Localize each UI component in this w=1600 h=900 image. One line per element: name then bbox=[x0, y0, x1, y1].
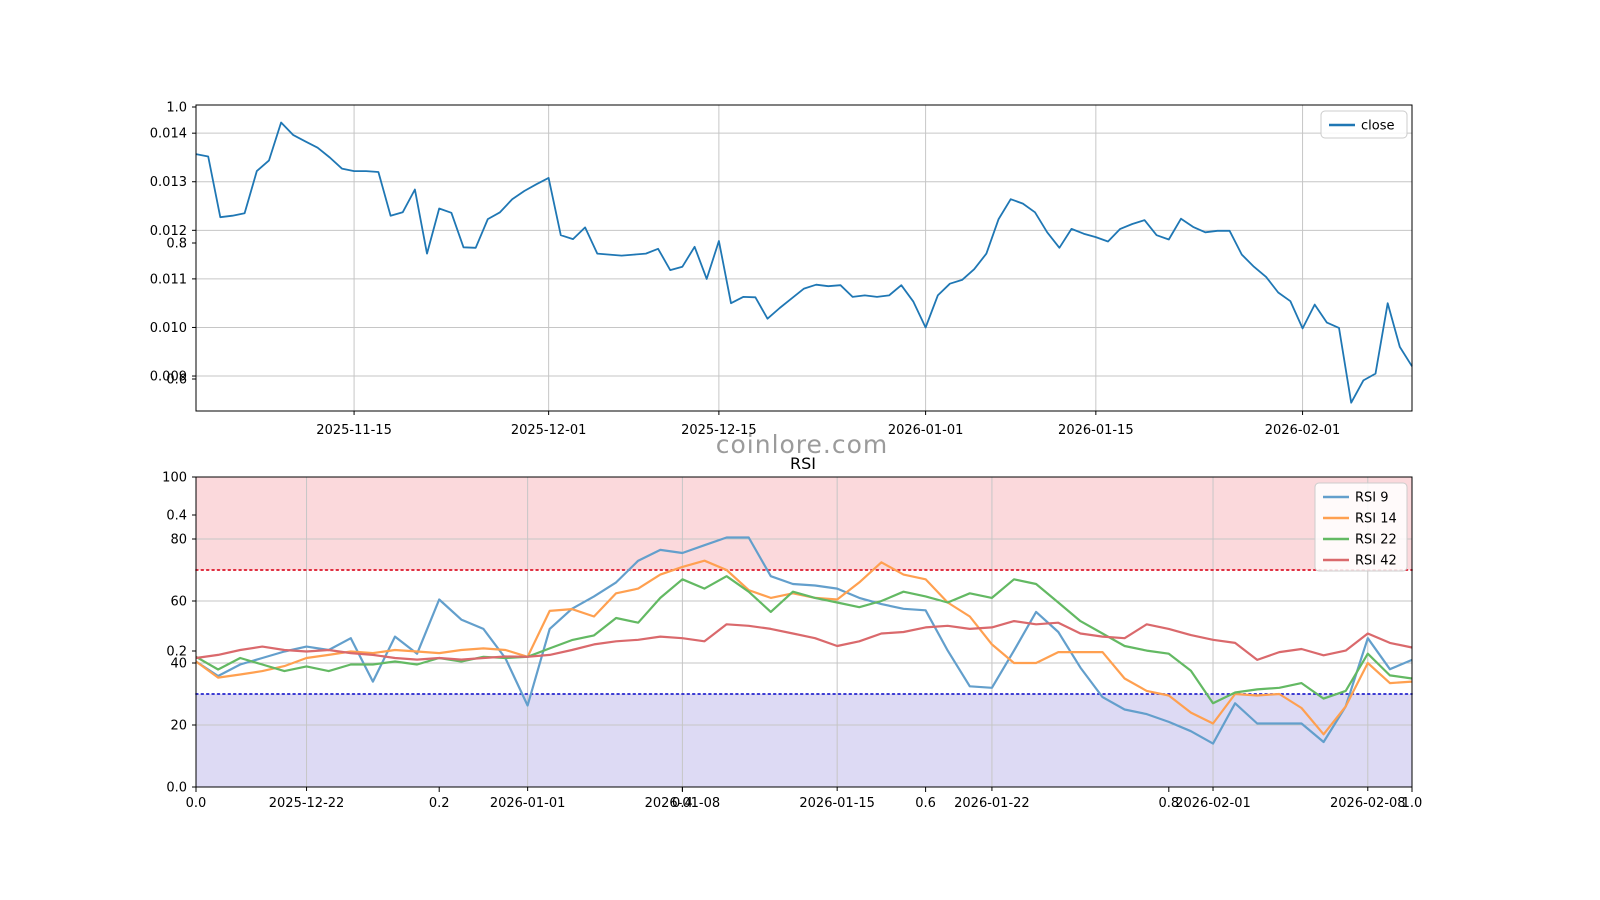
y-tick-label: 0.013 bbox=[150, 175, 187, 190]
x-tick-label: 2025-12-01 bbox=[511, 423, 587, 438]
figure-y-tick-label: 0.6 bbox=[166, 373, 187, 388]
x-tick-label: 2026-01-01 bbox=[490, 796, 566, 811]
y-tick-label: 0.012 bbox=[150, 224, 187, 239]
x-tick-label: 2025-12-22 bbox=[269, 796, 345, 811]
y-tick-label: 100 bbox=[162, 471, 187, 486]
legend-box bbox=[1320, 110, 1408, 139]
axes-spines bbox=[195, 104, 1413, 412]
figure-x-tick-label: 1.0 bbox=[1402, 796, 1423, 811]
figure-y-tick-label: 0.0 bbox=[166, 781, 187, 796]
figure-x-tick-label: 0.0 bbox=[186, 796, 207, 811]
y-tick-label: 80 bbox=[170, 533, 187, 548]
legend-box bbox=[1314, 482, 1408, 572]
y-tick-label: 60 bbox=[170, 595, 187, 610]
x-tick-label: 2026-01-15 bbox=[1058, 423, 1134, 438]
x-tick-label: 2026-02-01 bbox=[1175, 796, 1251, 811]
x-tick-label: 2025-12-15 bbox=[681, 423, 757, 438]
x-tick-label: 2025-11-15 bbox=[316, 423, 392, 438]
x-tick-label: 2026-01-22 bbox=[954, 796, 1030, 811]
watermark: coinlore.com bbox=[716, 430, 889, 459]
figure-y-tick-label: 0.8 bbox=[166, 237, 187, 252]
legend-label: close bbox=[1361, 119, 1394, 134]
legend-label: RSI 22 bbox=[1355, 533, 1397, 548]
figure-x-tick-label: 0.2 bbox=[429, 796, 450, 811]
legend-label: RSI 14 bbox=[1355, 512, 1397, 527]
axes-spines bbox=[195, 476, 1413, 788]
figure-y-tick-label: 1.0 bbox=[166, 101, 187, 116]
y-tick-label: 20 bbox=[170, 719, 187, 734]
rsi-22-line bbox=[195, 575, 1413, 705]
legend-label: RSI 9 bbox=[1355, 491, 1389, 506]
legend-label: RSI 42 bbox=[1355, 554, 1397, 569]
x-tick-label: 2026-02-01 bbox=[1265, 423, 1341, 438]
rsi-42-line bbox=[195, 619, 1413, 662]
x-tick-label: 2026-02-08 bbox=[1330, 796, 1406, 811]
overbought-band bbox=[196, 477, 1412, 570]
x-tick-label: 2026-01-15 bbox=[799, 796, 875, 811]
x-tick-label: 2026-01-08 bbox=[645, 796, 721, 811]
figure-x-tick-label: 0.4 bbox=[672, 796, 693, 811]
figure-x-tick-label: 0.8 bbox=[1158, 796, 1179, 811]
figure-y-tick-label: 0.4 bbox=[166, 509, 187, 524]
y-tick-label: 0.010 bbox=[150, 321, 187, 336]
plots-layer: 0.014 0.013 0.012 0.011 0.010 0.009 2025-11-15… bbox=[150, 101, 1423, 812]
y-tick-label: 0.014 bbox=[150, 127, 187, 142]
y-tick-label: 40 bbox=[170, 657, 187, 672]
x-tick-label: 2026-01-01 bbox=[888, 423, 964, 438]
y-tick-label: 0.011 bbox=[150, 272, 187, 287]
oversold-band bbox=[196, 694, 1412, 787]
close-line bbox=[195, 121, 1413, 404]
rsi-title: RSI bbox=[790, 454, 816, 473]
y-tick-label: 0.009 bbox=[150, 370, 187, 385]
figure-y-tick-label: 0.2 bbox=[166, 645, 187, 660]
rsi-9-line bbox=[195, 536, 1413, 745]
figure-x-tick-label: 0.6 bbox=[915, 796, 936, 811]
